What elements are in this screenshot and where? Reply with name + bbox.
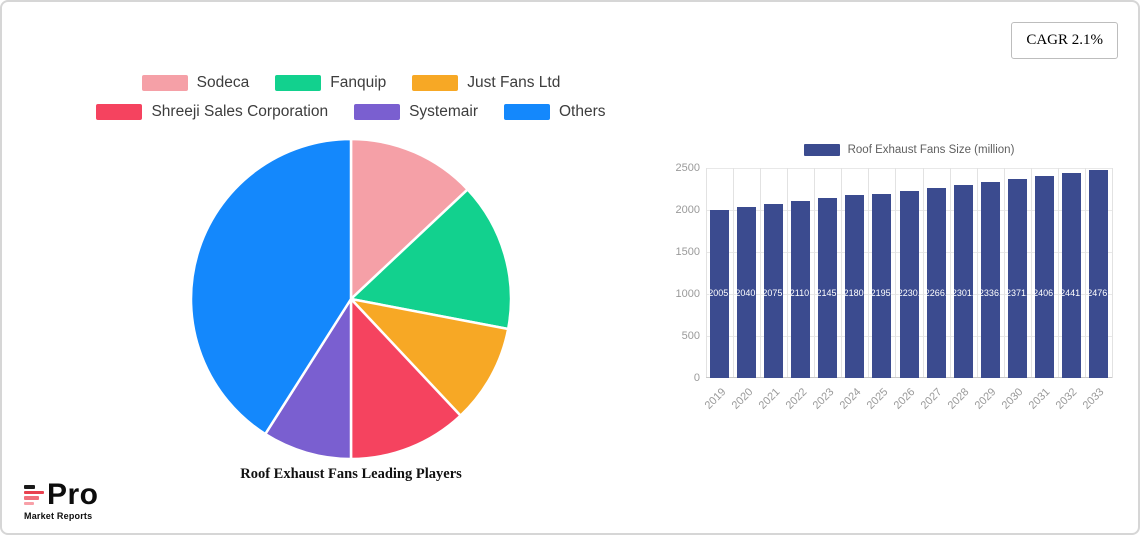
logo-subtitle: Market Reports: [24, 511, 93, 521]
legend-label: Others: [559, 103, 606, 120]
legend-swatch-icon: [354, 104, 401, 120]
legend-label: Fanquip: [330, 74, 387, 91]
bar-2031: 2406.: [1033, 175, 1056, 378]
bar-legend-label: Roof Exhaust Fans Size (million): [847, 144, 1015, 156]
cagr-badge: CAGR 2.1%: [1011, 22, 1118, 59]
legend-label: Shreeji Sales Corporation: [151, 103, 329, 120]
legend-item-sodeca[interactable]: Sodeca: [141, 74, 250, 92]
legend-swatch-icon: [275, 75, 322, 91]
bar-2020: 2040.: [735, 206, 758, 378]
legend-item-just-fans-ltd[interactable]: Just Fans Ltd: [412, 74, 560, 92]
y-tick-label: 2500: [675, 162, 700, 174]
legend-row: Shreeji Sales Corporation Systemair Others: [96, 103, 606, 121]
bar-2019: 2005.: [708, 209, 731, 378]
pie-slice-systemair: [264, 297, 353, 461]
pie-slice-others: [189, 137, 353, 436]
gridline-vertical: [1057, 168, 1059, 378]
gridline-vertical: [733, 168, 735, 378]
legend-swatch-icon: [412, 75, 459, 91]
bar-2030: 2371.: [1006, 178, 1029, 378]
y-tick-label: 1000: [675, 288, 700, 300]
gridline-vertical: [1112, 168, 1113, 378]
gridline-vertical: [868, 168, 870, 378]
logo-bars-icon: [24, 485, 44, 505]
legend-swatch-icon: [141, 75, 188, 91]
legend-label: Sodeca: [196, 74, 250, 91]
gridline-vertical: [1003, 168, 1005, 378]
pie-chart-section: Sodeca Fanquip Just Fans Ltd Shreeji Sales …: [40, 74, 662, 483]
pie-slice-just-fans-ltd: [349, 297, 510, 417]
bar-2033: 2476.: [1087, 170, 1110, 378]
legend-item-systemair[interactable]: Systemair: [354, 103, 478, 121]
bar-2023: 2145.: [817, 197, 839, 378]
gridline-vertical: [922, 168, 924, 378]
pie-slice-sodeca: [349, 137, 469, 301]
legend-item-fanquip[interactable]: Fanquip: [275, 74, 386, 92]
logo: Pro Market Reports: [24, 480, 99, 521]
bar-2027: 2266.: [925, 187, 947, 378]
bar-chart-section: Roof Exhaust Fans Size (million) 2005. 20…: [654, 138, 1138, 458]
pie-slice-fanquip: [349, 188, 513, 331]
bar-2024: 2180.: [844, 194, 866, 378]
gridline-vertical: [841, 168, 843, 378]
y-tick-label: 2000: [675, 204, 700, 216]
gridline-vertical: [895, 168, 897, 378]
pie-legend: Sodeca Fanquip Just Fans Ltd Shreeji Sales …: [96, 74, 606, 121]
bar-legend-swatch-icon: [803, 144, 840, 156]
gridline-vertical: [706, 168, 707, 378]
bar-2028: 2301.: [952, 184, 974, 378]
gridline-vertical: [949, 168, 951, 378]
gridline-vertical: [976, 168, 978, 378]
bar-legend[interactable]: Roof Exhaust Fans Size (million): [706, 144, 1112, 156]
pie-slice-shreeji-sales-corporation: [349, 297, 462, 461]
y-tick-label: 0: [693, 372, 700, 384]
gridline-vertical: [760, 168, 762, 378]
legend-item-others[interactable]: Others: [504, 103, 606, 121]
y-tick-label: 500: [681, 330, 700, 342]
bar-2029: 2336.: [979, 181, 1001, 378]
pie-title: Roof Exhaust Fans Leading Players: [240, 466, 462, 482]
bar-2022: 2110.: [790, 200, 812, 378]
gridline-vertical: [814, 168, 816, 378]
gridline-horizontal: [706, 168, 1112, 169]
legend-swatch-icon: [504, 104, 550, 120]
gridline-vertical: [1030, 168, 1032, 378]
legend-item-shreeji-sales-corporation[interactable]: Shreeji Sales Corporation: [96, 103, 328, 121]
legend-label: Just Fans Ltd: [467, 74, 561, 91]
bar-2021: 2075.: [762, 203, 785, 378]
bar-plot: 2005. 2040. 2075. 2110. 2145. 2180. 2195. 2230.…: [706, 168, 1113, 378]
legend-swatch-icon: [96, 104, 143, 120]
bar-2032: 2441.: [1060, 172, 1083, 378]
logo-title: Pro: [47, 478, 99, 511]
bar-2026: 2230.: [898, 190, 920, 378]
legend-row: Sodeca Fanquip Just Fans Ltd: [141, 74, 560, 92]
gridline-vertical: [1084, 168, 1086, 378]
gridline-vertical: [787, 168, 789, 378]
legend-label: Systemair: [409, 103, 478, 120]
bar-2025: 2195.: [871, 193, 893, 378]
pie-chart: [186, 134, 516, 464]
y-tick-label: 1500: [675, 246, 700, 258]
